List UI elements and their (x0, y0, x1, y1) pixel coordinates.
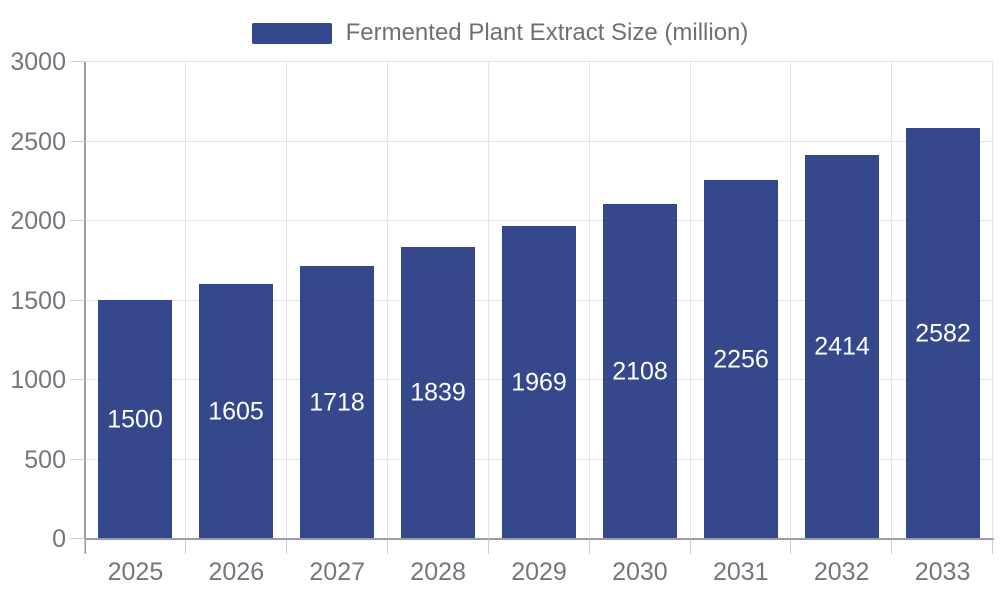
x-axis-label: 2031 (712, 558, 769, 586)
bar-value-label: 1605 (208, 397, 264, 425)
bar-value-label: 2414 (814, 332, 870, 361)
bar-value-label: 2108 (612, 357, 668, 385)
bar-value-label: 1718 (309, 388, 365, 416)
bar-2031[interactable]: 2256 (704, 180, 778, 539)
y-axis-tick (70, 220, 85, 222)
x-axis-label: 2033 (914, 558, 971, 586)
y-axis-label: 3000 (10, 48, 66, 76)
x-axis-tick (588, 539, 590, 554)
bar-value-label: 2582 (915, 319, 971, 347)
bar-value-label: 2256 (713, 345, 769, 373)
y-axis-tick (70, 61, 85, 63)
x-axis-label: 2027 (309, 558, 366, 586)
x-axis-tick (891, 539, 893, 554)
gridline-vertical (588, 62, 590, 539)
gridline-horizontal (85, 61, 993, 63)
bar-2025[interactable]: 1500 (98, 300, 172, 539)
x-axis-tick (84, 539, 86, 554)
x-axis-label: 2026 (208, 558, 265, 586)
x-axis-tick (790, 539, 792, 554)
x-axis-tick (992, 539, 994, 554)
gridline-horizontal (85, 140, 993, 142)
x-axis-label: 2032 (813, 558, 870, 586)
x-axis-label: 2029 (511, 558, 567, 586)
y-axis-label: 2500 (10, 127, 66, 156)
y-axis-tick (70, 538, 85, 540)
y-axis-label: 1500 (10, 286, 66, 315)
legend-item[interactable]: Fermented Plant Extract Size (million) (0, 16, 1000, 50)
y-axis-tick (70, 140, 85, 142)
gridline-vertical (992, 62, 994, 539)
bar-2032[interactable]: 2414 (805, 155, 879, 539)
gridline-vertical (689, 62, 691, 539)
bar-value-label: 1500 (107, 405, 163, 433)
bar-2030[interactable]: 2108 (603, 204, 677, 539)
x-axis-tick (386, 539, 388, 554)
x-axis-tick (185, 539, 187, 554)
gridline-vertical (386, 62, 388, 539)
bar-value-label: 1839 (410, 378, 466, 407)
y-axis-label: 1000 (10, 366, 66, 394)
legend-swatch-icon (251, 22, 332, 44)
x-axis-line (84, 538, 994, 540)
gridline-horizontal (85, 220, 993, 222)
bar-value-label: 1969 (511, 368, 567, 396)
y-axis-label: 2000 (10, 207, 66, 235)
x-axis-tick (487, 539, 489, 554)
y-axis-line (84, 62, 86, 554)
y-axis-tick (70, 458, 85, 460)
bar-2033[interactable]: 2582 (906, 128, 980, 539)
gridline-vertical (286, 62, 288, 539)
x-axis-tick (286, 539, 288, 554)
gridline-vertical (185, 62, 187, 539)
y-axis-tick (70, 299, 85, 301)
y-axis-label: 0 (52, 525, 66, 553)
legend-label: Fermented Plant Extract Size (million) (345, 19, 749, 46)
gridline-vertical (790, 62, 792, 539)
x-axis-label: 2030 (612, 558, 668, 586)
x-axis-label: 2028 (410, 558, 466, 586)
y-axis-tick (70, 379, 85, 381)
gridline-vertical (487, 62, 489, 539)
plot-area: 1500 1605 1718 1839 1969 2108 2256 2414 2582 (85, 61, 994, 539)
x-axis-tick (689, 539, 691, 554)
gridline-vertical (891, 62, 893, 539)
bar-2028[interactable]: 1839 (401, 247, 475, 539)
x-axis-label: 2025 (107, 558, 164, 586)
y-axis-label: 500 (24, 445, 66, 474)
bar-2027[interactable]: 1718 (300, 266, 374, 539)
bar-2029[interactable]: 1969 (502, 226, 576, 539)
bar-2026[interactable]: 1605 (199, 284, 273, 539)
